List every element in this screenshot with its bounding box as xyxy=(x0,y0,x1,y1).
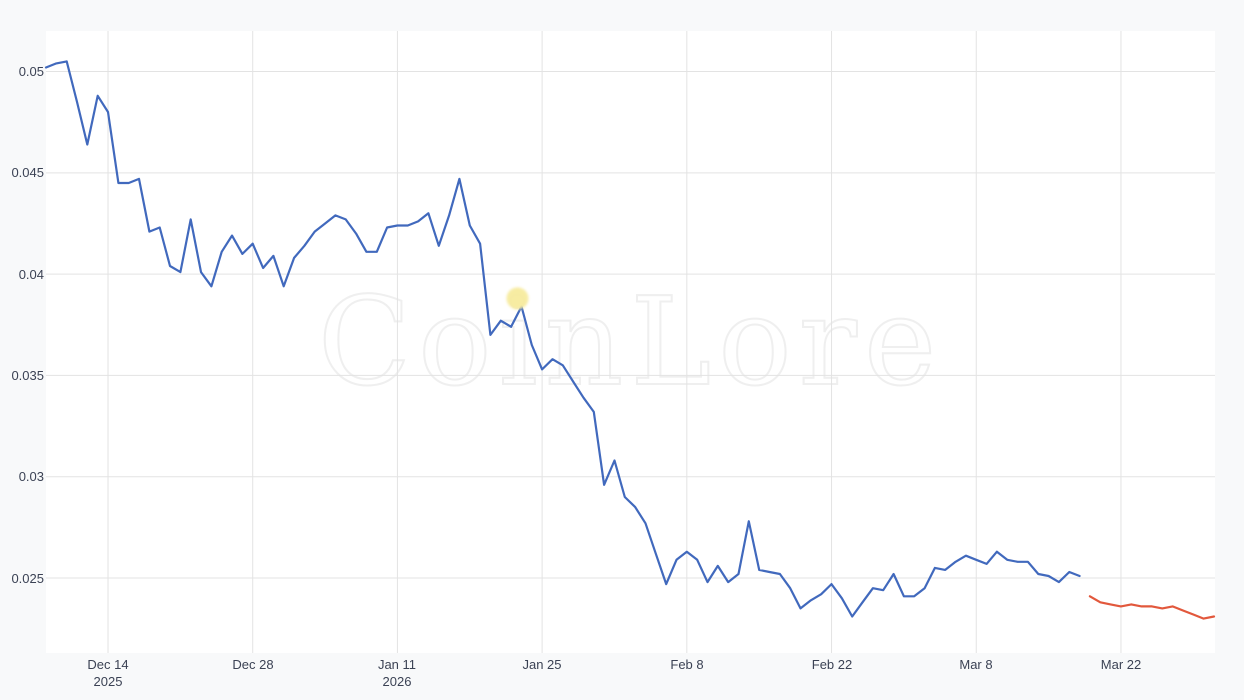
x-axis-tick-label: Jan 11 2026 xyxy=(377,657,417,689)
x-axis-tick-label: Feb 8 xyxy=(670,657,704,672)
plot-background xyxy=(46,31,1215,653)
y-axis-tick-label: 0.05 xyxy=(18,64,44,79)
x-axis-tick-label: Dec 14 2025 xyxy=(87,657,129,689)
y-axis-tick-label: 0.025 xyxy=(11,571,44,586)
highlight-marker[interactable] xyxy=(506,287,529,310)
x-axis-tick-label: Jan 25 xyxy=(522,657,562,672)
y-axis-tick-label: 0.03 xyxy=(18,469,44,484)
projected-price-line[interactable] xyxy=(1088,595,1216,620)
historical-price-line[interactable] xyxy=(44,60,1081,618)
y-axis-tick-label: 0.035 xyxy=(11,368,44,383)
y-axis-tick-label: 0.045 xyxy=(11,165,44,180)
x-axis-tick-label: Feb 22 xyxy=(811,657,853,672)
y-axis-tick-label: 0.04 xyxy=(18,267,44,282)
x-axis-tick-label: Mar 22 xyxy=(1100,657,1142,672)
x-axis-tick-label: Dec 28 xyxy=(232,657,274,672)
x-axis-tick-label: Mar 8 xyxy=(959,657,993,672)
